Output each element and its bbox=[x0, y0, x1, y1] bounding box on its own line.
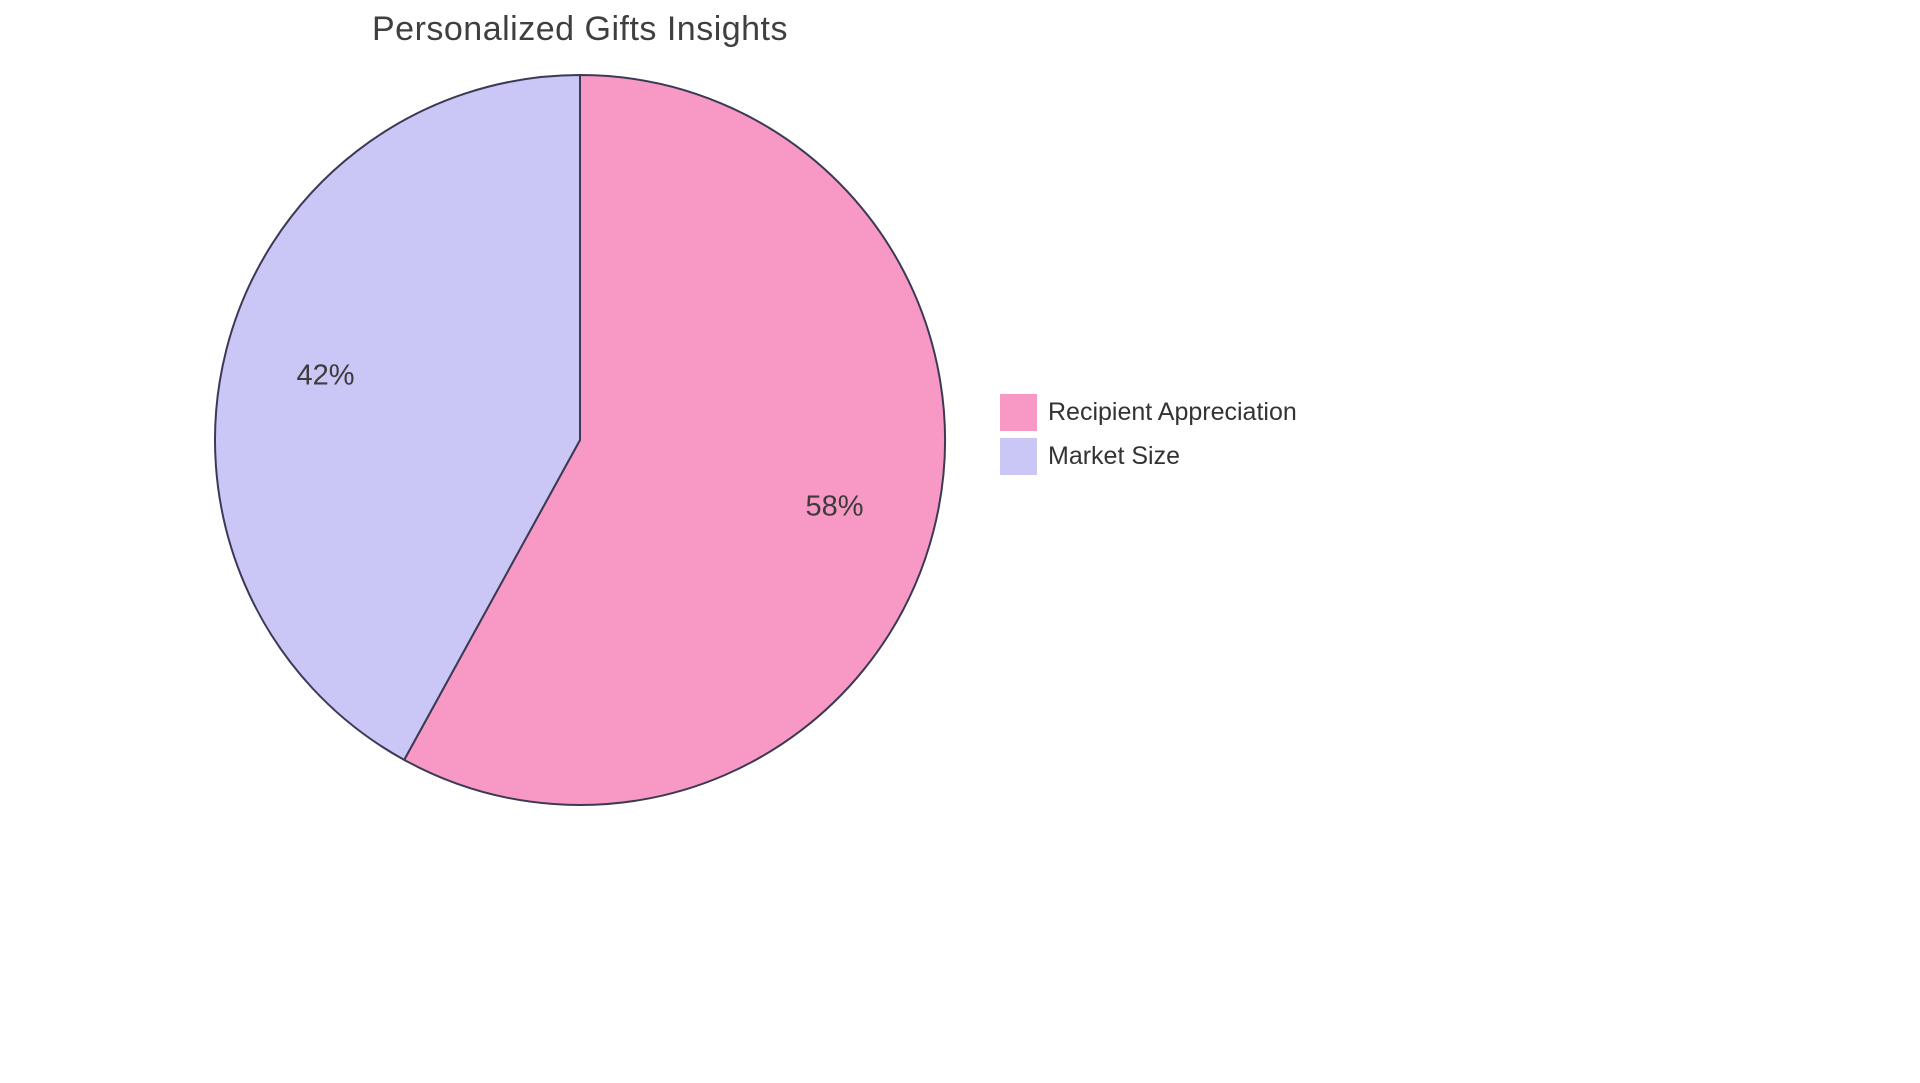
chart-legend: Recipient Appreciation Market Size bbox=[1000, 394, 1297, 475]
legend-label: Recipient Appreciation bbox=[1048, 398, 1297, 426]
legend-item: Market Size bbox=[1000, 438, 1297, 475]
pie-slice-pct-label: 58% bbox=[805, 490, 863, 522]
legend-item: Recipient Appreciation bbox=[1000, 394, 1297, 431]
legend-label: Market Size bbox=[1048, 442, 1180, 470]
legend-swatch bbox=[1000, 394, 1037, 431]
pie-slice-0 bbox=[403, 74, 946, 806]
pie-slice-1 bbox=[214, 74, 581, 761]
legend-swatch bbox=[1000, 438, 1037, 475]
pie-slice-pct-label: 42% bbox=[296, 360, 354, 392]
chart-title: Personalized Gifts Insights bbox=[371, 10, 789, 48]
